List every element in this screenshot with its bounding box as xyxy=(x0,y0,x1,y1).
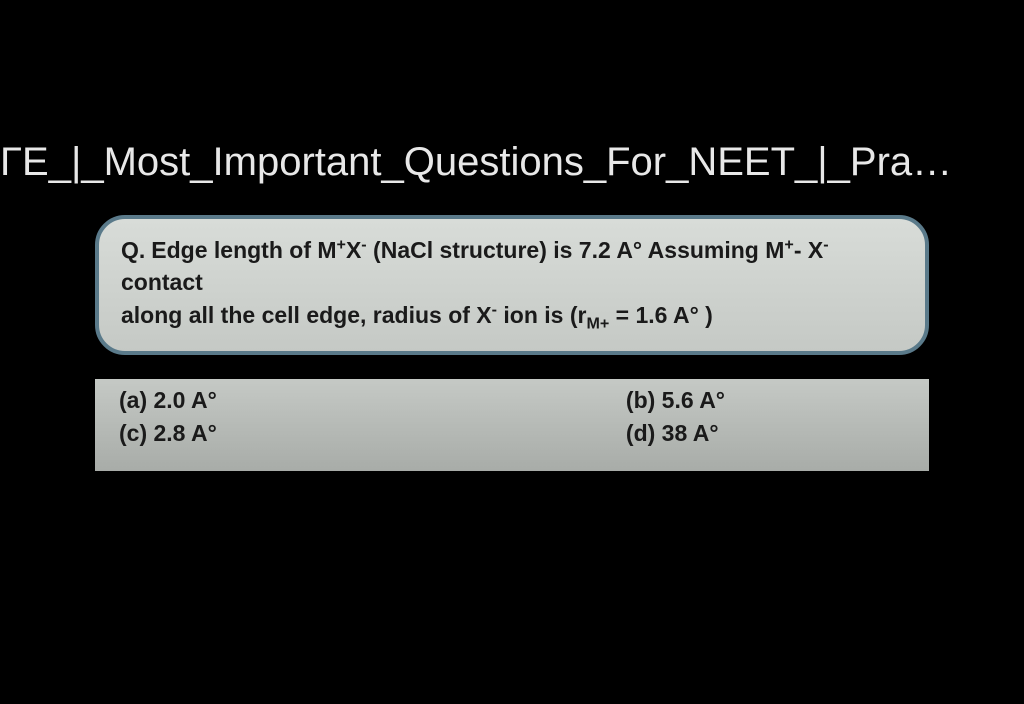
slide-container: Q.Edge length of M+X- (NaCl structure) i… xyxy=(95,215,929,471)
options-right-column: (b) 5.6 A° (d) 38 A° xyxy=(626,385,725,449)
option-d: (d) 38 A° xyxy=(626,418,725,449)
question-line-1: Edge length of M+X- (NaCl structure) is … xyxy=(121,237,829,295)
question-box: Q.Edge length of M+X- (NaCl structure) i… xyxy=(95,215,929,355)
option-b: (b) 5.6 A° xyxy=(626,385,725,416)
question-prefix: Q. xyxy=(121,237,145,263)
options-left-column: (a) 2.0 A° (c) 2.8 A° xyxy=(119,385,217,449)
option-a: (a) 2.0 A° xyxy=(119,385,217,416)
question-line-2: along all the cell edge, radius of X- io… xyxy=(121,302,713,328)
question-text: Q.Edge length of M+X- (NaCl structure) i… xyxy=(121,233,903,335)
option-c: (c) 2.8 A° xyxy=(119,418,217,449)
options-area: (a) 2.0 A° (c) 2.8 A° (b) 5.6 A° (d) 38 … xyxy=(95,379,929,471)
video-title: ΓE_|_Most_Important_Questions_For_NEET_|… xyxy=(0,140,1024,185)
